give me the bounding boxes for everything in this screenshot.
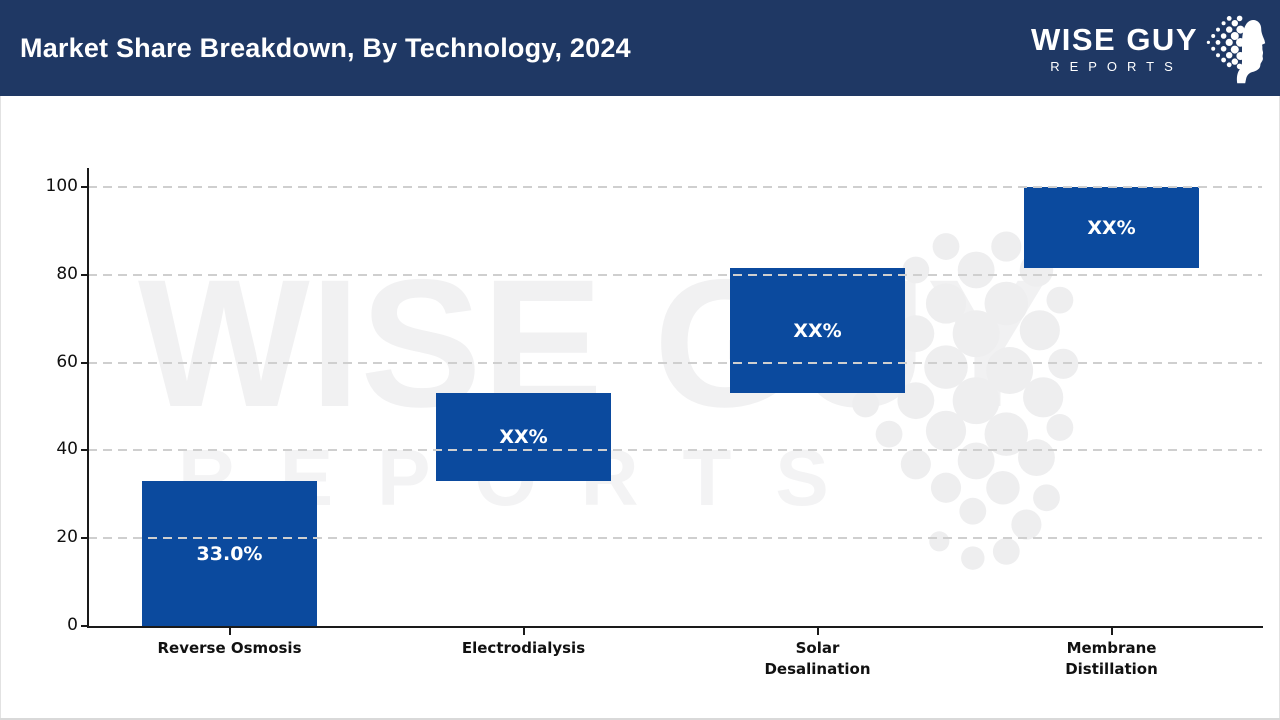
- bar-value-label: 33.0%: [196, 542, 263, 565]
- y-axis-line: [87, 168, 89, 628]
- frame-edge-left: [0, 96, 1, 720]
- x-category-label: Membrane Distillation: [1065, 639, 1158, 678]
- bar-reverse-osmosis: [142, 481, 317, 626]
- y-tick-mark: [81, 273, 88, 276]
- gridline: [88, 537, 1262, 540]
- y-tick-mark: [81, 361, 88, 364]
- x-tick-mark: [522, 628, 525, 635]
- y-tick-mark: [81, 537, 88, 540]
- gridline: [88, 361, 1262, 364]
- frame-edge-bottom: [0, 718, 1280, 720]
- x-category-label: Electrodialysis: [461, 639, 586, 657]
- bar-electrodialysis: [436, 393, 611, 482]
- brand-name: WISE GUY: [1030, 21, 1198, 57]
- y-tick-mark: [81, 449, 88, 452]
- bar-value-label: XX%: [1087, 216, 1136, 239]
- header-band: Market Share Breakdown, By Technology, 2…: [0, 0, 1280, 96]
- y-tick-label: 60: [56, 351, 78, 372]
- x-tick-mark: [228, 628, 231, 635]
- y-tick-label: 40: [56, 439, 78, 460]
- brand-logo-text: WISE GUY REPORTS: [1031, 24, 1198, 73]
- gridline: [88, 273, 1262, 276]
- brand-subtitle: REPORTS: [1050, 58, 1183, 74]
- brand-face-icon: [1206, 15, 1266, 84]
- x-tick-mark: [1110, 628, 1113, 635]
- bar-solar-desalination: [730, 268, 905, 394]
- gridline: [88, 186, 1262, 188]
- y-tick-label: 80: [56, 263, 78, 284]
- x-axis-line: [87, 626, 1263, 628]
- page-title: Market Share Breakdown, By Technology, 2…: [20, 32, 631, 63]
- gridline: [88, 449, 1262, 452]
- bar-value-label: XX%: [793, 319, 842, 342]
- brand-logo: WISE GUY REPORTS: [1031, 8, 1280, 88]
- y-tick-label: 100: [45, 176, 78, 197]
- bar-membrane-distillation: [1024, 187, 1199, 269]
- y-tick-label: 0: [67, 615, 78, 636]
- x-category-label: Reverse Osmosis: [157, 639, 302, 657]
- y-tick-mark: [81, 186, 88, 188]
- y-tick-mark: [81, 625, 88, 627]
- x-tick-mark: [816, 628, 819, 635]
- x-category-label: Solar Desalination: [764, 639, 871, 678]
- y-tick-label: 20: [56, 527, 78, 548]
- bar-value-label: XX%: [499, 426, 548, 449]
